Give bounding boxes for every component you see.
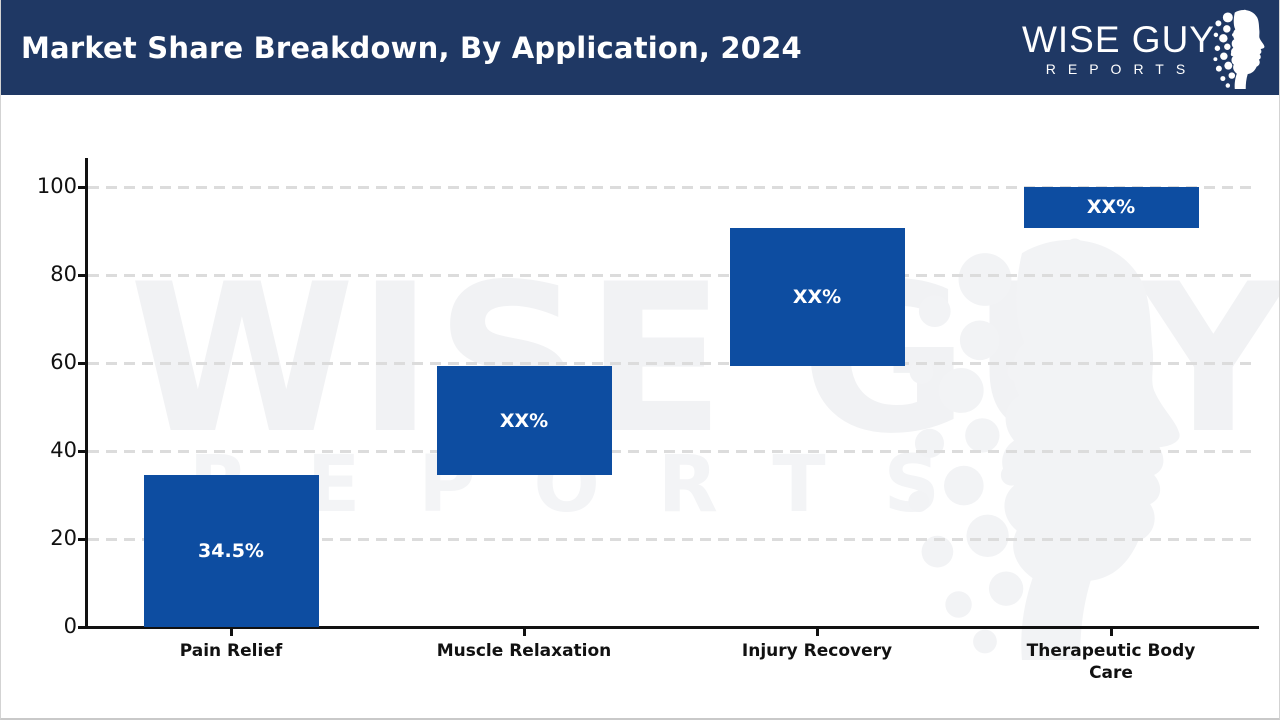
- x-tick-mark: [816, 628, 819, 636]
- bar-therapeutic-body-care: XX%: [1023, 187, 1199, 228]
- y-tick-mark: [78, 538, 86, 541]
- bar-value-label: XX%: [792, 286, 842, 309]
- header-bar: Market Share Breakdown, By Application, …: [1, 0, 1279, 95]
- head-profile-dots-icon: [887, 224, 1223, 660]
- y-tick-mark: [78, 274, 86, 277]
- y-tick-label: 40: [50, 438, 77, 462]
- gridline: [88, 185, 1258, 189]
- x-category-label: Injury Recovery: [741, 641, 893, 661]
- bar-value-label: XX%: [1086, 196, 1136, 219]
- x-tick-mark: [523, 628, 526, 636]
- y-tick-mark: [78, 362, 86, 365]
- x-category-label: Therapeutic Body Care: [1026, 641, 1196, 684]
- bar-injury-recovery: XX%: [729, 227, 905, 367]
- y-tick-mark: [78, 626, 86, 629]
- bar-value-label: 34.5%: [198, 540, 264, 563]
- gridline: [88, 273, 1258, 277]
- logo-text: WISE GUY REPORTS: [1022, 21, 1215, 76]
- y-tick-mark: [78, 186, 86, 189]
- x-category-label: Pain Relief: [179, 641, 283, 661]
- logo-wiseguy-text: WISE GUY: [1021, 18, 1215, 60]
- bar-muscle-relaxation: XX%: [436, 366, 612, 476]
- y-tick-label: 60: [50, 350, 77, 375]
- head-profile-dots-icon: [1209, 7, 1273, 89]
- x-tick-mark: [1110, 628, 1113, 636]
- y-axis-line: [85, 158, 88, 629]
- logo-reports-text: REPORTS: [1045, 60, 1198, 77]
- gridline: [88, 449, 1258, 453]
- x-category-label: Muscle Relaxation: [436, 641, 612, 661]
- chart-title: Market Share Breakdown, By Application, …: [21, 30, 802, 65]
- wise-guy-reports-logo: WISE GUY REPORTS: [1022, 4, 1273, 92]
- gridline: [88, 361, 1258, 365]
- x-axis-line: [84, 626, 1259, 629]
- y-tick-label: 80: [50, 262, 77, 287]
- bar-pain-relief: 34.5%: [143, 475, 319, 627]
- y-tick-label: 100: [36, 174, 77, 199]
- bar-value-label: XX%: [499, 409, 549, 432]
- y-tick-label: 0: [63, 614, 77, 638]
- y-tick-mark: [78, 450, 86, 453]
- gridline: [88, 537, 1258, 541]
- x-tick-mark: [230, 628, 233, 636]
- y-tick-label: 20: [50, 526, 77, 550]
